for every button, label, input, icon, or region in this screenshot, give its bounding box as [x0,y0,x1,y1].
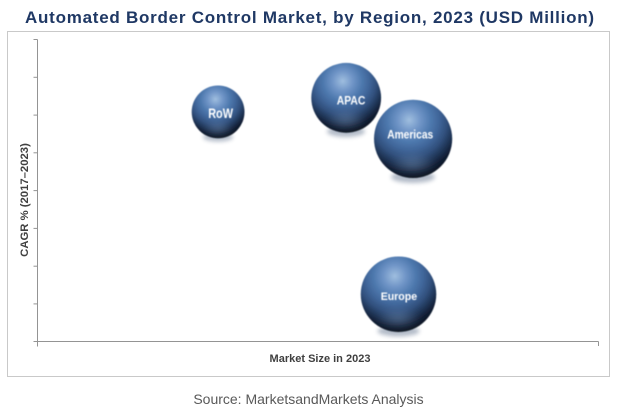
svg-text:Europe: Europe [381,291,418,303]
svg-text:Americas: Americas [387,129,433,142]
svg-text:APAC: APAC [337,95,366,108]
svg-text:RoW: RoW [208,106,234,121]
